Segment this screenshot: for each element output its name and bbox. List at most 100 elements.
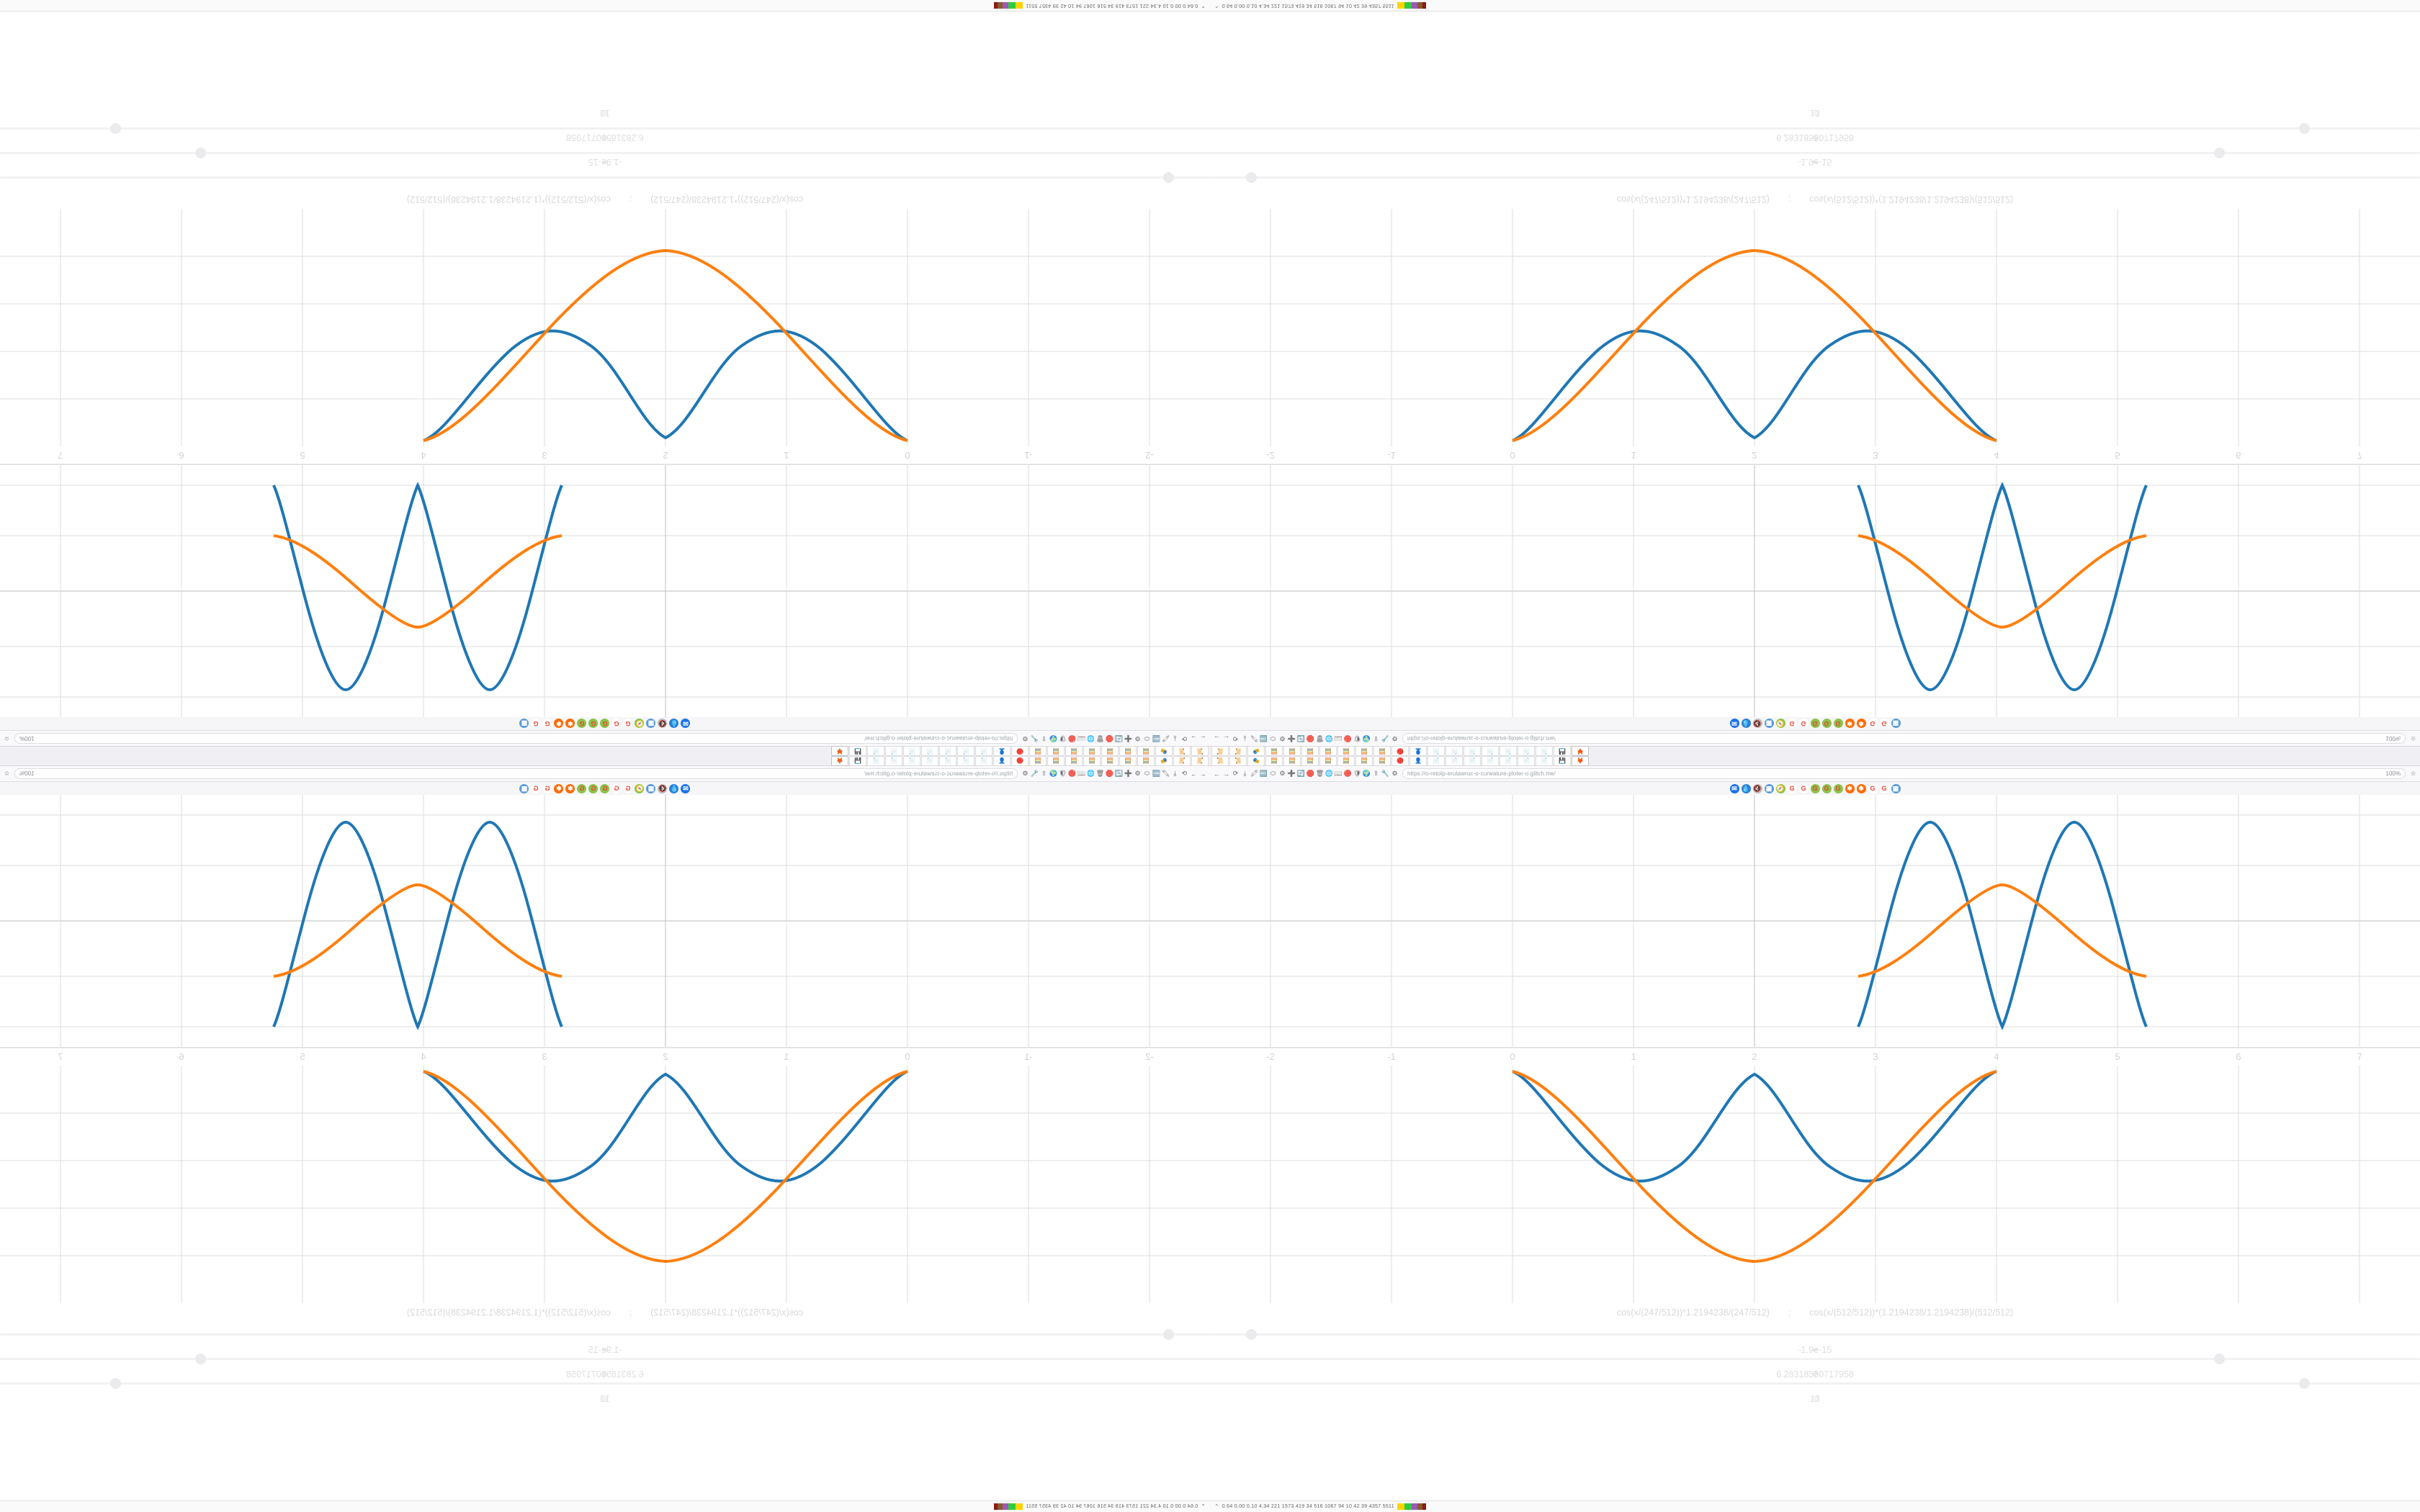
share-icon[interactable]: ⇪	[1041, 770, 1047, 777]
gear-icon[interactable]: ⚙	[1279, 770, 1286, 777]
chevron-up-icon[interactable]: ⌃	[1214, 1503, 1219, 1510]
forward-arrow-icon[interactable]: →	[1223, 734, 1229, 742]
water-drop-icon[interactable]: 💧	[1741, 783, 1751, 793]
google-g-icon[interactable]: G	[1810, 719, 1820, 729]
reload-icon[interactable]: ⟳	[1181, 735, 1188, 742]
browser-tab[interactable]: 📄	[1482, 746, 1499, 756]
browser-tab[interactable]: 🧮	[1065, 756, 1083, 766]
chart-upper-large[interactable]	[0, 209, 1210, 446]
zoom-level-label[interactable]: 100%	[2385, 735, 2401, 742]
browser-tab[interactable]: 📄	[867, 746, 884, 756]
slider-thumb-period-top[interactable]	[194, 1354, 206, 1364]
pocket-icon[interactable]: ⬭	[1270, 735, 1276, 742]
slider-panel[interactable]: ⇹ -1.9e-15 ✥ 6.28318530717958 13 ◎	[1210, 1323, 2420, 1404]
google-g-icon[interactable]: G	[1868, 719, 1878, 729]
slider-thumb-phase-top[interactable]	[1162, 1329, 1174, 1340]
browser-tab[interactable]: 🧮	[1355, 756, 1373, 766]
browser-tab[interactable]: 🧮	[1137, 756, 1155, 766]
browser-tab[interactable]: 👤	[1410, 756, 1427, 766]
zoom-level-label[interactable]: 100%	[19, 770, 35, 777]
zoom-level-label[interactable]: 100%	[19, 735, 35, 742]
chevron-up-icon[interactable]: ⌃	[1201, 1503, 1206, 1510]
slider-row[interactable]	[0, 167, 1210, 189]
slider-track[interactable]	[1210, 176, 2420, 179]
browser-tab[interactable]: 🧮	[1265, 746, 1283, 756]
slider-panel[interactable]: ⇹ -1.9e-15 ✥ 6.28318530717958 13 ◎	[1210, 108, 2420, 189]
google-g-icon[interactable]: G	[1787, 783, 1797, 793]
google-g-icon[interactable]: G	[1798, 783, 1809, 793]
google-g-icon[interactable]: G	[577, 719, 587, 729]
browser-tab[interactable]: 🎭	[1247, 756, 1265, 766]
browser-tab[interactable]: 🧮	[1319, 746, 1337, 756]
browser-tab[interactable]: 📄	[1464, 756, 1481, 766]
browser-tab[interactable]: 📄	[1428, 746, 1445, 756]
browser-tab-active[interactable]: 🦊	[1572, 756, 1589, 766]
browser-tab[interactable]: 📄	[1500, 756, 1517, 766]
slider-thumb-phase-top[interactable]	[1246, 1329, 1258, 1340]
os-taskbar[interactable]: ⌃ 0.64 0.00 0.10 4.34 221 1573 419 34 51…	[1210, 1500, 2420, 1512]
browser-tab[interactable]: 🧮	[1101, 756, 1119, 766]
wrench-icon[interactable]: 🔧	[1030, 735, 1039, 742]
chart-upper[interactable]	[0, 465, 1210, 717]
navigation-toolbar[interactable]: ← → ⟳ ⤓ 🖍 🔤 ⬭ ⚙ ➕ 🔄 🛑 🗑 🌐 📖 🔴 🛡 🌍 ⇪ 🔧	[1210, 730, 2420, 746]
privacy-shield-icon[interactable]: 🛡	[1058, 770, 1067, 777]
slider-row[interactable]	[1210, 1372, 2420, 1394]
browser-tab[interactable]: 🧮	[1065, 746, 1083, 756]
slider-track[interactable]	[0, 127, 1210, 130]
gear-icon[interactable]: ⚙	[1279, 735, 1286, 742]
slider-track[interactable]	[0, 152, 1210, 154]
plus-circle-icon[interactable]: ➕	[1124, 770, 1133, 777]
highlighter-icon[interactable]: 🖍	[1250, 770, 1259, 777]
globe-icon[interactable]: 🌍	[1049, 770, 1058, 777]
browser-tab[interactable]: 📄	[885, 746, 902, 756]
google-g-icon[interactable]: G	[623, 783, 633, 793]
share-icon[interactable]: ⇪	[1041, 735, 1047, 742]
settings-icon[interactable]: ⚙	[1392, 735, 1398, 742]
chart-upper[interactable]	[1210, 465, 2420, 717]
browser-tab-active[interactable]: 🦊	[1572, 746, 1589, 756]
sync-icon[interactable]: 🔄	[1296, 735, 1306, 742]
settings-icon[interactable]: ⚙	[1022, 735, 1028, 742]
browser-tab-active[interactable]: 🦊	[831, 756, 848, 766]
browser-tab[interactable]: 🧮	[1355, 746, 1373, 756]
highlighter-icon[interactable]: 🖍	[1161, 735, 1170, 742]
wrench-icon[interactable]: 🔧	[1381, 770, 1390, 777]
browser-tab[interactable]: 📄	[1464, 746, 1481, 756]
reload-icon[interactable]: ⟳	[1232, 735, 1239, 742]
pocket-icon[interactable]: ⬭	[1144, 735, 1150, 742]
reader-icon[interactable]: 📖	[1334, 770, 1343, 777]
browser-tab[interactable]: 📜	[1173, 746, 1191, 756]
google-g-icon[interactable]: G	[1821, 783, 1832, 793]
orange-gear-icon[interactable]: ✱	[1856, 783, 1866, 793]
browser-tab[interactable]: 📜	[1229, 746, 1247, 756]
google-g-icon[interactable]: G	[588, 783, 599, 793]
browser-tab[interactable]: 📄	[1536, 756, 1553, 766]
ublock-icon[interactable]: 🔴	[1343, 770, 1353, 777]
browser-tab[interactable]: 📄	[975, 756, 992, 766]
google-g-icon[interactable]: G	[600, 719, 610, 729]
browser-tab[interactable]: 🧮	[1265, 756, 1283, 766]
browser-tab[interactable]: 🧮	[1047, 746, 1065, 756]
settings-icon[interactable]: ⚙	[1392, 770, 1398, 777]
compass-icon[interactable]: 🧭	[1775, 719, 1785, 729]
browser-tab[interactable]: 📜	[1211, 756, 1229, 766]
slider-row[interactable]	[0, 1372, 1210, 1394]
slider-thumb-phase-top[interactable]	[1162, 172, 1174, 183]
orange-gear-icon[interactable]: ✱	[1845, 719, 1855, 729]
browser-tab-active[interactable]: 🦊	[831, 746, 848, 756]
gear-icon[interactable]: ⚙	[1134, 735, 1141, 742]
browser-tab[interactable]: 🧮	[1029, 746, 1047, 756]
wrench-icon[interactable]: 🔧	[1381, 735, 1390, 742]
bookmark-star-icon[interactable]: ☆	[4, 770, 10, 777]
translate-icon[interactable]: 🔤	[1259, 770, 1268, 777]
reader-icon[interactable]: 📖	[1334, 735, 1343, 742]
browser-tab[interactable]: 📄	[1428, 756, 1445, 766]
browser-tab[interactable]: 🧮	[1337, 746, 1355, 756]
google-g-icon[interactable]: G	[1868, 783, 1878, 793]
browser-tab[interactable]: 🧮	[1373, 746, 1391, 756]
navigation-toolbar[interactable]: ← → ⟳ ⤓ 🖍 🔤 ⬭ ⚙ ➕ 🔄 🛑 🗑 🌐 📖 🔴 🛡 🌍 ⇪ 🔧	[1210, 766, 2420, 782]
browser-tab[interactable]: 🧮	[1083, 756, 1101, 766]
forward-arrow-icon[interactable]: →	[1191, 770, 1197, 778]
zoom-level-label[interactable]: 100%	[2385, 770, 2401, 777]
google-g-icon[interactable]: G	[611, 719, 622, 729]
